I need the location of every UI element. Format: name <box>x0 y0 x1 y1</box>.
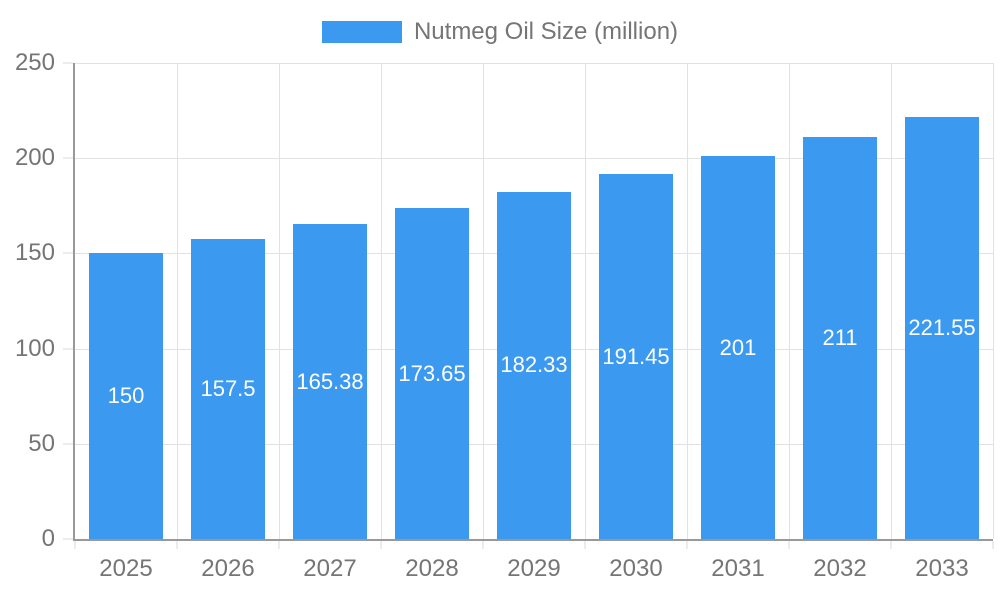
x-axis-tick <box>176 541 178 549</box>
x-axis-tick-label: 2032 <box>813 555 867 582</box>
x-axis-tick <box>482 541 484 549</box>
x-axis-tick <box>992 541 994 549</box>
x-axis-tick <box>686 541 688 549</box>
y-axis-tick-label: 250 <box>14 49 55 76</box>
bar-value-label: 165.38 <box>296 368 364 394</box>
legend-label: Nutmeg Oil Size (million) <box>413 18 679 45</box>
x-axis-tick <box>584 541 586 549</box>
x-axis-tick-label: 2029 <box>507 555 561 582</box>
gridline-vertical <box>483 63 484 539</box>
legend: Nutmeg Oil Size (million) <box>0 18 1000 46</box>
bar-value-label: 182.33 <box>500 352 568 378</box>
gridline-horizontal <box>75 158 993 160</box>
bar[interactable] <box>701 156 775 539</box>
bar-value-label: 173.65 <box>398 360 466 386</box>
y-axis-tick <box>63 62 73 64</box>
gridline-vertical <box>381 63 382 539</box>
gridline-horizontal <box>75 63 993 64</box>
gridline-vertical <box>177 63 178 539</box>
y-axis-tick <box>63 157 73 159</box>
y-axis-tick-label: 150 <box>14 239 55 267</box>
x-axis-tick-label: 2028 <box>405 555 459 582</box>
x-axis-tick-label: 2030 <box>609 555 663 582</box>
x-axis-tick-label: 2031 <box>711 555 765 582</box>
gridline-vertical <box>993 63 994 539</box>
y-axis-tick-label: 50 <box>28 429 55 457</box>
gridline-vertical <box>279 63 280 539</box>
x-axis-tick-label: 2027 <box>303 555 357 582</box>
bar-value-label: 157.5 <box>200 376 256 402</box>
y-axis-tick-label: 0 <box>41 525 55 552</box>
bar[interactable] <box>395 208 469 539</box>
x-axis-tick-label: 2033 <box>915 555 969 582</box>
y-axis-tick <box>63 538 73 540</box>
bar[interactable] <box>497 191 571 539</box>
bar-value-label: 191.45 <box>602 343 670 369</box>
y-axis-tick-label: 200 <box>14 144 55 172</box>
y-axis-tick <box>63 443 73 445</box>
bar-value-label: 150 <box>107 383 145 409</box>
x-axis-tick <box>788 541 790 549</box>
legend-item[interactable]: Nutmeg Oil Size (million) <box>321 18 679 46</box>
bar[interactable] <box>803 137 877 539</box>
x-axis-tick-label: 2026 <box>201 555 255 582</box>
gridline-vertical <box>789 63 790 539</box>
gridline-vertical <box>891 63 892 539</box>
x-axis-tick <box>74 541 76 549</box>
y-axis-tick <box>63 348 73 350</box>
bar[interactable] <box>293 224 367 539</box>
x-axis-tick-label: 2025 <box>99 555 153 582</box>
bar[interactable] <box>905 117 979 539</box>
plot-area: 0 50 100 150 200 250 150 2025 157.5 2026 165.38 202… <box>15 51 994 581</box>
bar-value-label: 211 <box>822 325 858 351</box>
gridline-vertical <box>687 63 688 539</box>
x-axis-tick <box>278 541 280 549</box>
bar-value-label: 221.55 <box>908 315 976 341</box>
x-axis-tick <box>890 541 892 549</box>
y-axis-tick-label: 100 <box>14 334 55 362</box>
y-axis-tick <box>63 252 73 254</box>
x-axis-tick <box>380 541 382 549</box>
legend-swatch <box>321 21 402 43</box>
bar[interactable] <box>191 239 265 539</box>
bar[interactable] <box>89 253 163 539</box>
gridline-vertical <box>585 63 586 539</box>
bar[interactable] <box>599 174 673 539</box>
bar-value-label: 201 <box>719 334 757 360</box>
